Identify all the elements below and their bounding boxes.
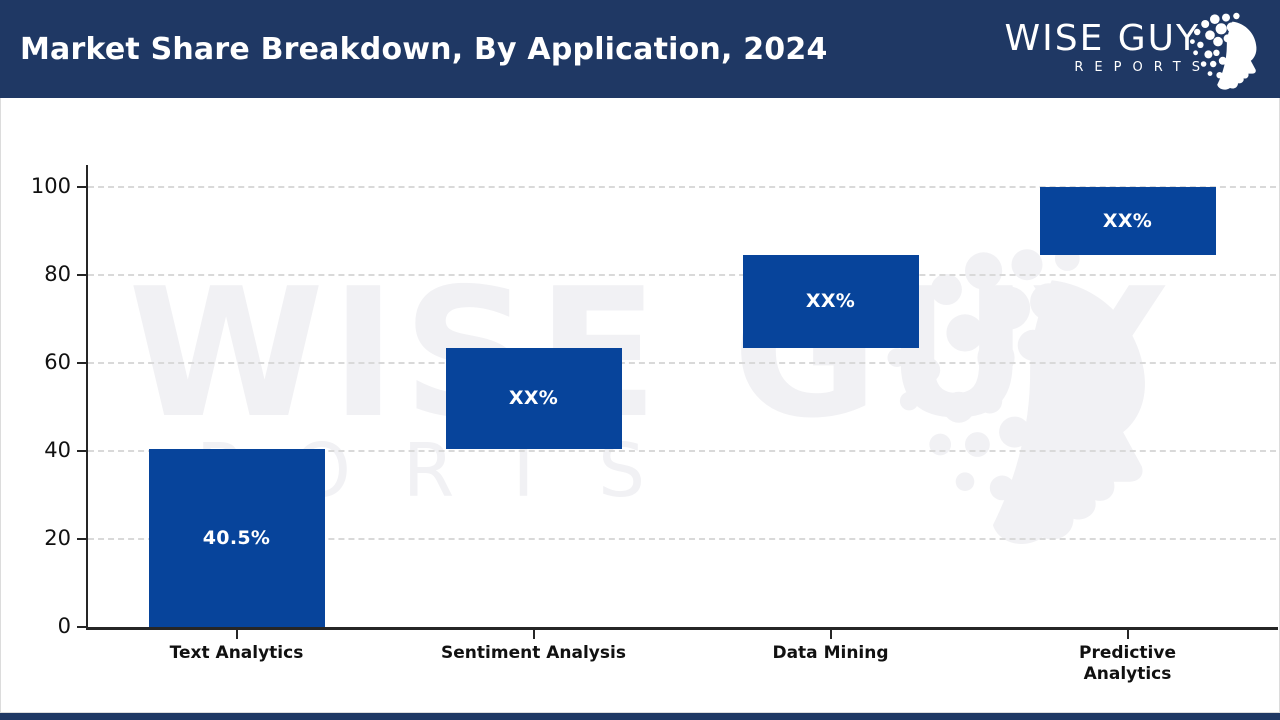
chart-bar: 40.5% (148, 448, 325, 627)
wise-guy-reports-logo: WISE GUY REPORTS (1005, 8, 1266, 92)
x-tick-label: Predictive Analytics (1078, 643, 1176, 685)
logo-brand-text: WISE GUY (1004, 18, 1200, 59)
bar-value-label: XX% (508, 387, 559, 410)
footer-band (0, 713, 1280, 720)
y-tick-label: 100 (30, 174, 71, 198)
x-tick-label: Sentiment Analysis (441, 643, 626, 663)
gridline (88, 538, 1276, 540)
x-tick-label: Text Analytics (169, 643, 304, 663)
x-axis-line (86, 627, 1278, 630)
bar-value-label: XX% (1102, 210, 1153, 233)
chart-title: Market Share Breakdown, By Application, … (20, 31, 828, 67)
bar-value-label: 40.5% (202, 526, 271, 549)
bottom-border (0, 712, 1280, 713)
y-tick (77, 538, 86, 540)
y-tick (77, 274, 86, 276)
y-axis-line (86, 165, 88, 627)
x-tick (1126, 630, 1129, 639)
x-tick (235, 630, 238, 639)
y-tick-label: 80 (44, 262, 71, 286)
header-band: Market Share Breakdown, By Application, … (0, 0, 1280, 98)
left-border (0, 98, 1, 713)
y-tick (77, 362, 86, 364)
x-tick-label: Data Mining (772, 643, 889, 663)
logo-sub-text: REPORTS (1074, 59, 1211, 75)
x-tick (532, 630, 535, 639)
chart-bar: XX% (445, 347, 622, 449)
y-tick-label: 40 (44, 438, 71, 462)
y-tick (77, 186, 86, 188)
y-tick (77, 626, 86, 628)
gridline (88, 450, 1276, 452)
y-tick-label: 20 (44, 526, 71, 550)
x-tick (829, 630, 832, 639)
chart-bar: XX% (1039, 187, 1216, 256)
gridline (88, 362, 1276, 364)
y-tick-label: 0 (57, 614, 71, 638)
gridline (88, 186, 1276, 188)
y-tick (77, 450, 86, 452)
bar-value-label: XX% (805, 290, 856, 313)
y-tick-label: 60 (44, 350, 71, 374)
gridline (88, 274, 1276, 276)
logo-face-icon (1190, 12, 1257, 90)
logo-text: WISE GUY REPORTS (1005, 20, 1201, 75)
chart-bar: XX% (742, 255, 919, 348)
